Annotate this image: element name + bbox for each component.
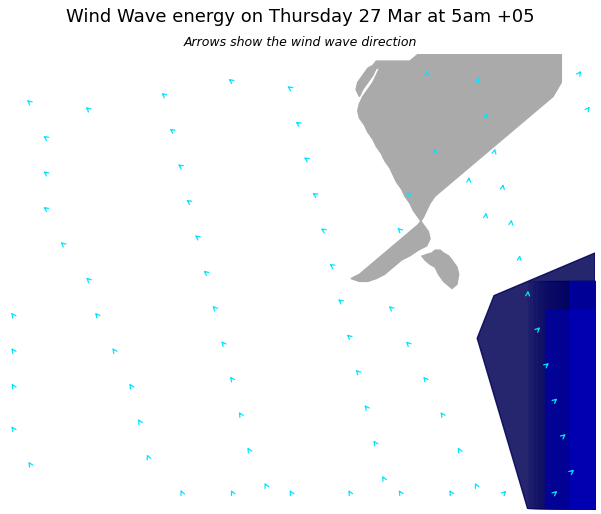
- Text: Arrows show the wind wave direction: Arrows show the wind wave direction: [184, 35, 417, 49]
- Polygon shape: [570, 281, 595, 509]
- Polygon shape: [545, 310, 595, 509]
- Polygon shape: [422, 250, 459, 288]
- Polygon shape: [351, 54, 561, 281]
- Polygon shape: [477, 253, 595, 509]
- Text: Wind Wave energy on Thursday 27 Mar at 5am +05: Wind Wave energy on Thursday 27 Mar at 5…: [66, 8, 535, 26]
